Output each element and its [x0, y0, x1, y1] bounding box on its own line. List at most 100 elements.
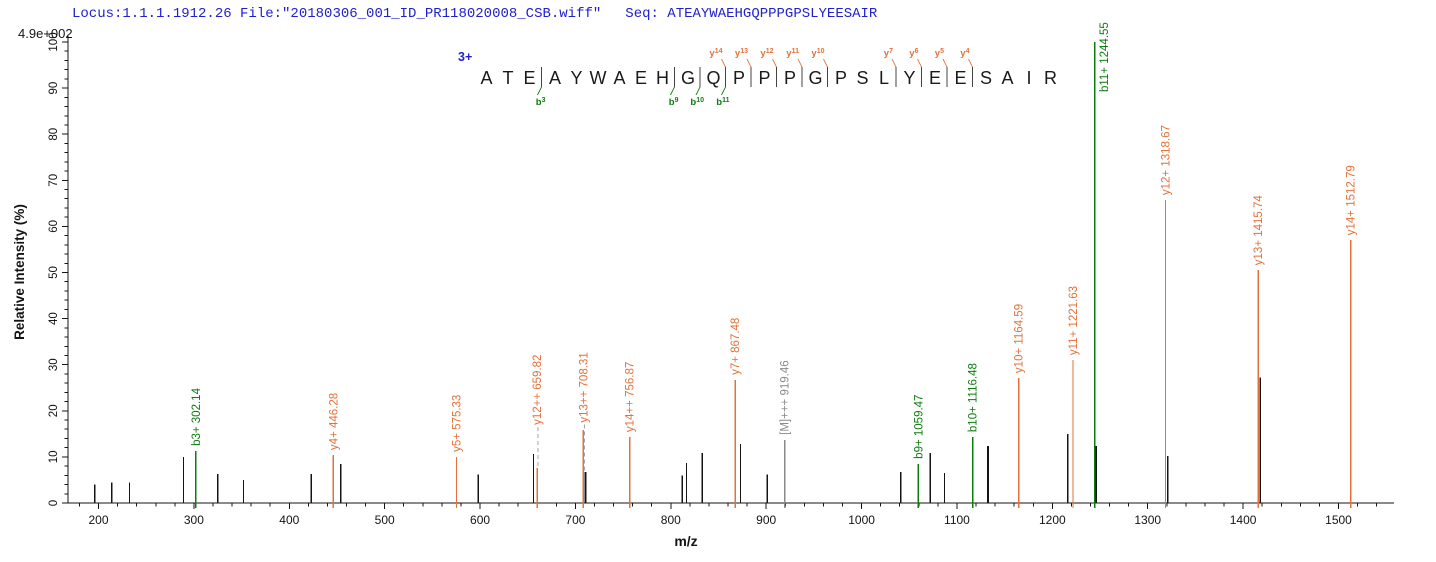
x-tick-label: 400: [279, 513, 299, 527]
peak-label: y13+ 1415.74: [1253, 195, 1265, 266]
y-ion-tick: [891, 58, 897, 68]
y-axis-title: Relative Intensity (%): [12, 204, 27, 340]
x-tick-label: 900: [756, 513, 776, 527]
b-ion-site-label: b11: [716, 97, 729, 108]
b-ion-site-label: b9: [669, 97, 679, 108]
sequence-residue: P: [758, 68, 770, 88]
y-tick-label: 90: [48, 82, 60, 95]
y-ion-tick: [968, 58, 973, 68]
y-tick-label: 10: [48, 451, 60, 464]
sequence-residue: H: [656, 68, 669, 88]
sequence-residue: W: [590, 68, 607, 88]
y-ion-tick: [797, 58, 803, 68]
y-ion-site-label: y6: [909, 48, 918, 59]
y-ion-site-label: y11: [786, 48, 799, 59]
y-tick-label: 80: [48, 128, 60, 141]
x-tick-label: 1000: [848, 513, 875, 527]
y-tick-label: 50: [48, 266, 60, 279]
y-ion-tick: [746, 58, 752, 68]
y-ion-tick: [772, 58, 777, 68]
sequence-residue: G: [808, 68, 822, 88]
x-tick-label: 700: [565, 513, 585, 527]
y-ion-site-label: y14: [709, 48, 722, 59]
x-tick-label: 300: [184, 513, 204, 527]
b-ion-site-label: b10: [690, 97, 704, 108]
sequence-residue: A: [1001, 68, 1013, 88]
y-tick-label: 60: [48, 220, 60, 233]
x-tick-label: 200: [89, 513, 109, 527]
sequence-residue: A: [480, 68, 492, 88]
y-ion-tick: [942, 58, 948, 68]
sequence-residue: P: [784, 68, 796, 88]
b-ion-tick: [721, 86, 726, 96]
y-tick-label: 20: [48, 404, 60, 417]
sequence-residue: R: [1044, 68, 1057, 88]
sequence-residue: S: [856, 68, 868, 88]
b-ion-tick: [670, 86, 675, 96]
peak-label: y11+ 1221.63: [1068, 286, 1080, 355]
y-ion-site-label: y13: [735, 48, 748, 59]
peak-label: y7+ 867.48: [730, 318, 742, 375]
y-ion-site-label: y5: [935, 48, 944, 59]
b-ion-tick: [537, 86, 542, 96]
sequence-residue: Y: [570, 68, 582, 88]
x-tick-label: 600: [470, 513, 490, 527]
y-ion-site-label: y7: [884, 48, 893, 59]
sequence-residue: S: [980, 68, 992, 88]
sequence-residue: L: [879, 68, 889, 88]
peak-label: y10+ 1164.59: [1014, 304, 1026, 373]
sequence-residue: A: [613, 68, 625, 88]
x-tick-label: 1300: [1134, 513, 1161, 527]
sequence-residue: E: [954, 68, 966, 88]
sequence-residue: E: [929, 68, 941, 88]
peak-label: y4+ 446.28: [328, 393, 340, 450]
peak-label: y13++ 708.31: [578, 352, 590, 422]
x-tick-label: 1100: [944, 513, 970, 527]
peak-label: b3+ 302.14: [191, 387, 203, 445]
sequence-label: Seq: ATEAYWAEHGQPPPGPSLYEESAIR: [625, 6, 878, 22]
x-tick-label: 1400: [1230, 513, 1257, 527]
y-ion-tick: [721, 58, 726, 68]
x-tick-label: 1500: [1325, 513, 1352, 527]
peak-label: y14+ 1512.79: [1346, 165, 1358, 235]
peak-label: b11+ 1244.55: [1099, 22, 1111, 92]
y-tick-label: 70: [48, 174, 60, 187]
y-ion-site-label: y4: [960, 48, 969, 59]
x-tick-label: 1200: [1039, 513, 1066, 527]
peak-label: b9+ 1059.47: [913, 395, 925, 459]
sequence-residue: G: [681, 68, 695, 88]
locus-file-label: Locus:1.1.1.1912.26 File:"20180306_001_I…: [72, 6, 602, 22]
y-ion-site-label: y12: [760, 48, 773, 59]
x-tick-label: 500: [375, 513, 395, 527]
sequence-residue: P: [733, 68, 745, 88]
peak-label: b10+ 1116.48: [968, 363, 980, 432]
y-tick-label: 0: [48, 500, 60, 506]
sequence-residue: T: [503, 68, 514, 88]
intensity-scale-label: 4.9e+002: [18, 26, 73, 41]
peak-label: y12++ 659.82: [532, 355, 544, 425]
y-tick-label: 40: [48, 312, 60, 325]
peak-label: [M]+++ 919.46: [780, 360, 792, 435]
header: Locus:1.1.1.1912.26 File:"20180306_001_I…: [72, 6, 877, 22]
b-ion-tick: [695, 86, 701, 96]
sequence-residue: A: [549, 68, 561, 88]
x-tick-label: 800: [661, 513, 681, 527]
y-ion-site-label: y10: [811, 48, 824, 59]
sequence-residue: E: [635, 68, 647, 88]
x-axis-title: m/z: [674, 533, 697, 549]
sequence-residue: P: [835, 68, 847, 88]
sequence-residue: Q: [706, 68, 720, 88]
peak-label: y5+ 575.33: [452, 395, 464, 452]
y-ion-tick: [823, 58, 828, 68]
peak-label: y14++ 756.87: [625, 362, 637, 432]
b-ion-site-label: b3: [536, 97, 546, 108]
y-tick-label: 100: [48, 32, 60, 51]
sequence-residue: Y: [903, 68, 915, 88]
sequence-residue: I: [1026, 68, 1031, 88]
y-tick-label: 30: [48, 358, 60, 371]
y-ion-tick: [917, 58, 922, 68]
peak-label: y12+ 1318.67: [1161, 125, 1173, 195]
sequence-residue: E: [523, 68, 535, 88]
